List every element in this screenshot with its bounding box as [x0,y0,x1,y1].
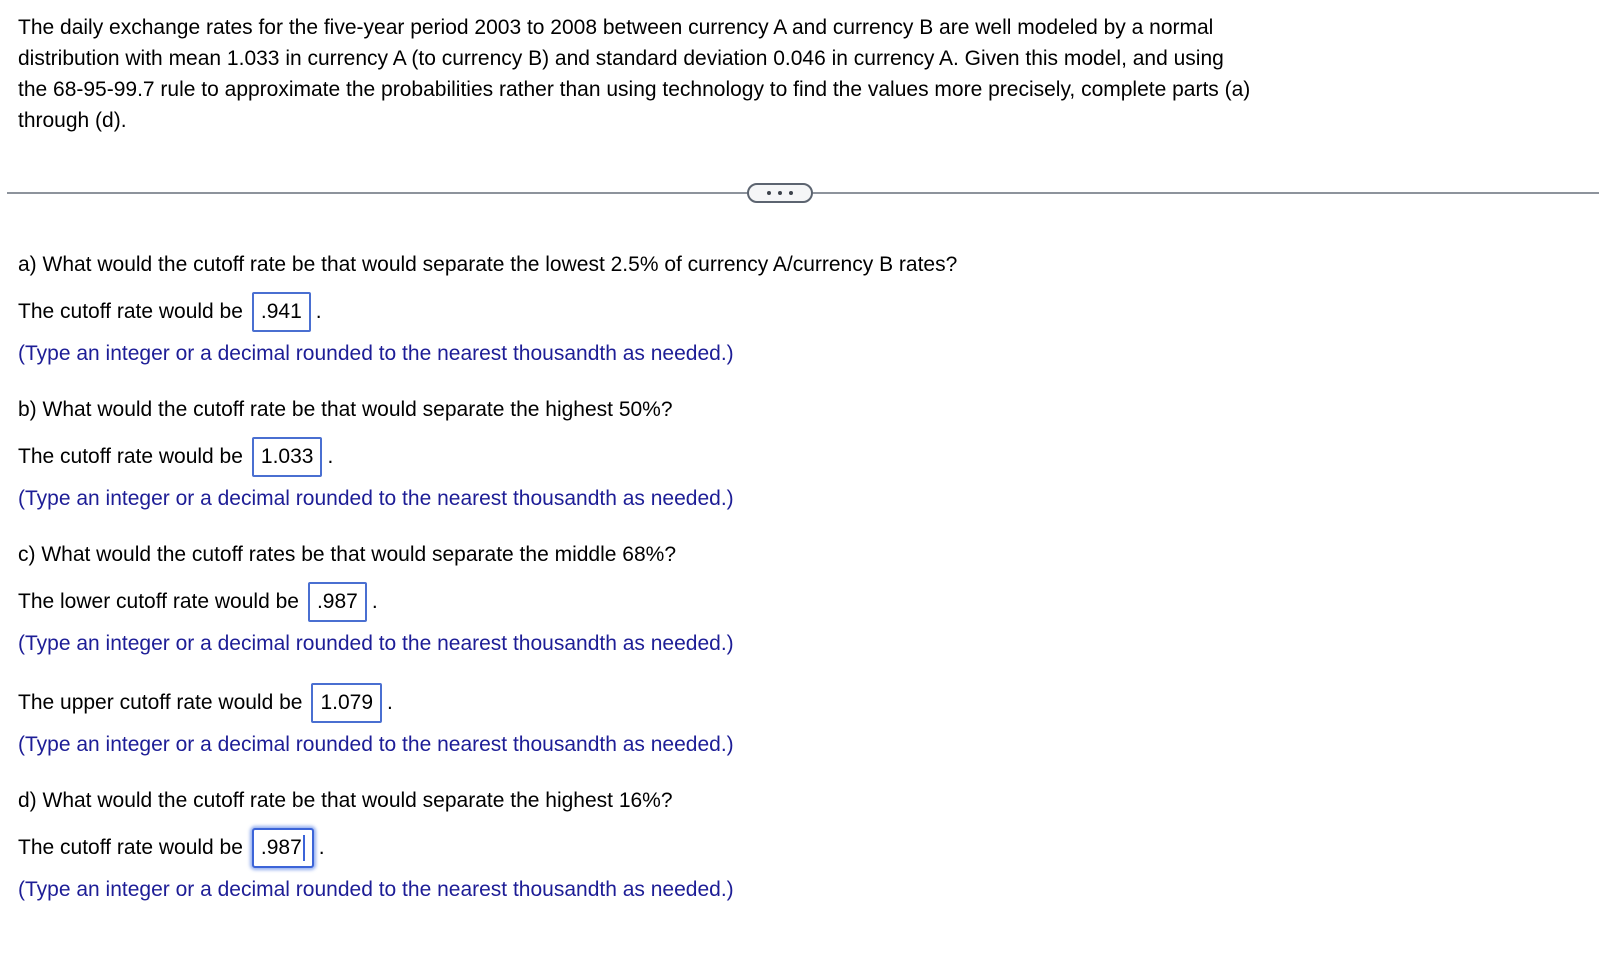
text-cursor [302,835,305,861]
question-a: a) What would the cutoff rate be that wo… [18,253,958,276]
problem-statement-line: through (d). [18,109,127,132]
answer-format-hint-d: (Type an integer or a decimal rounded to… [18,878,734,901]
answer-label-a: The cutoff rate would be [18,300,243,323]
answer-input-d-focused[interactable]: .987 [251,828,314,868]
problem-statement-line: the 68-95-99.7 rule to approximate the p… [18,78,1251,101]
answer-label-c-upper: The upper cutoff rate would be [18,691,303,714]
answer-input-c-lower[interactable]: .987 [307,582,367,622]
answer-format-hint-c-lower: (Type an integer or a decimal rounded to… [18,632,734,655]
answer-value-d: .987 [260,836,302,859]
answer-value-b: 1.033 [260,445,314,468]
answer-row-d: The cutoff rate would be .987 . [18,828,1606,868]
question-d: d) What would the cutoff rate be that wo… [18,789,673,812]
answer-suffix: . [327,445,334,468]
problem-statement: The daily exchange rates for the five-ye… [18,12,1606,136]
problem-statement-line: distribution with mean 1.033 in currency… [18,47,1224,70]
section-divider [7,183,1599,203]
answer-suffix: . [387,691,393,714]
answer-row-c-lower: The lower cutoff rate would be .987 . [18,582,1606,622]
answer-value-a: .941 [260,300,302,323]
answer-label-b: The cutoff rate would be [18,445,243,468]
answer-suffix: . [318,836,325,859]
answer-label-c-lower: The lower cutoff rate would be [18,590,299,613]
answer-suffix: . [371,590,378,613]
ellipsis-icon [789,191,793,195]
answer-format-hint-b: (Type an integer or a decimal rounded to… [18,487,734,510]
answer-format-hint-c-upper: (Type an integer or a decimal rounded to… [18,733,734,756]
answer-suffix: . [315,300,322,323]
ellipsis-icon [778,191,782,195]
answer-format-hint-a: (Type an integer or a decimal rounded to… [18,342,734,365]
question-c: c) What would the cutoff rates be that w… [18,543,676,566]
answer-row-b: The cutoff rate would be 1.033 . [18,437,1606,477]
answer-row-c-upper: The upper cutoff rate would be 1.079 . [18,683,1606,723]
question-b: b) What would the cutoff rate be that wo… [18,398,673,421]
answer-input-a[interactable]: .941 [251,292,311,332]
answer-input-c-upper[interactable]: 1.079 [311,683,383,723]
answer-value-c-upper: 1.079 [320,691,374,714]
ellipsis-icon [767,191,771,195]
answer-label-d: The cutoff rate would be [18,836,243,859]
answer-row-a: The cutoff rate would be .941 . [18,292,1606,332]
answer-value-c-lower: .987 [316,590,358,613]
problem-statement-line: The daily exchange rates for the five-ye… [18,16,1214,39]
answer-input-b[interactable]: 1.033 [251,437,323,477]
ellipsis-toggle-button[interactable] [747,183,813,203]
